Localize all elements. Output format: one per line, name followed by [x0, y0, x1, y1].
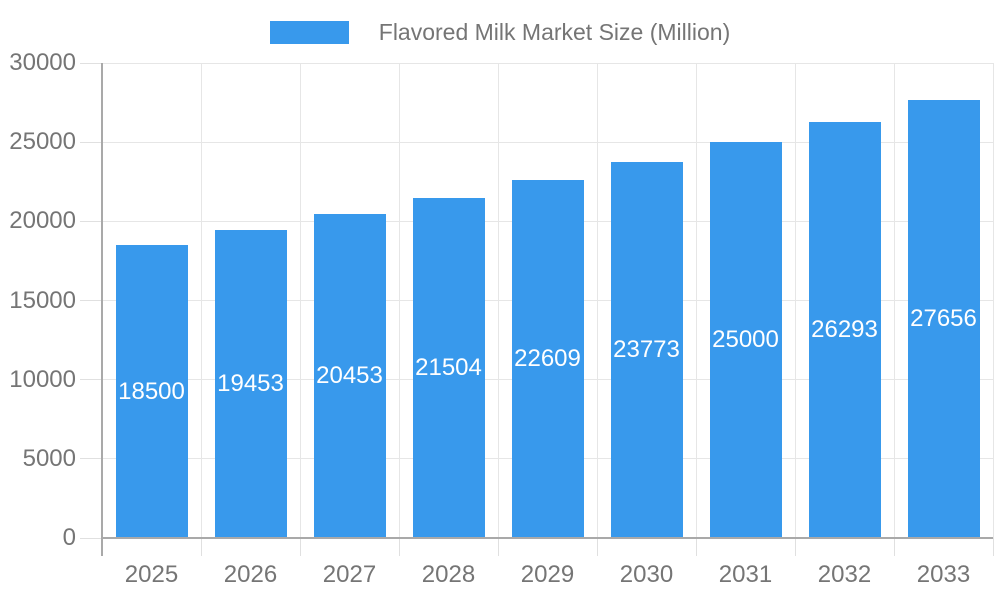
x-axis-tick [695, 538, 697, 556]
y-axis-tick [80, 220, 102, 222]
y-axis-tick [80, 62, 102, 64]
y-axis-tick [80, 537, 102, 539]
bar-value-label: 26293 [811, 315, 878, 343]
y-tick-label: 30000 [9, 49, 76, 76]
bar[interactable] [412, 197, 485, 538]
v-gridline [596, 63, 598, 538]
bar-value-label: 27656 [910, 305, 977, 333]
x-axis-tick [299, 538, 301, 556]
legend-swatch[interactable] [269, 21, 349, 44]
x-tick-label: 2033 [916, 561, 971, 588]
x-tick-label: 2025 [124, 561, 179, 588]
bar-value-label: 22609 [514, 345, 581, 372]
bar[interactable] [115, 245, 188, 538]
x-tick-label: 2030 [619, 561, 674, 588]
legend: Flavored Milk Market Size (Million) [0, 19, 1000, 46]
x-tick-label: 2027 [322, 561, 377, 588]
y-tick-label: 10000 [9, 365, 76, 393]
x-axis-tick [398, 538, 400, 556]
x-tick-label: 2029 [520, 561, 575, 588]
bar[interactable] [907, 100, 980, 538]
y-axis-tick [80, 379, 102, 381]
v-gridline [992, 63, 994, 538]
y-tick-label: 15000 [9, 286, 76, 314]
v-gridline [497, 63, 499, 538]
bar[interactable] [313, 214, 386, 538]
bar-value-label: 23773 [613, 335, 680, 363]
h-gridline [102, 141, 993, 143]
x-axis-tick [794, 538, 796, 556]
x-axis-tick [893, 538, 895, 556]
bar-value-label: 21504 [415, 353, 482, 381]
y-tick-label: 0 [62, 524, 76, 551]
x-tick-label: 2032 [817, 561, 872, 588]
y-axis-line [101, 63, 103, 556]
bar[interactable] [808, 121, 881, 538]
bar[interactable] [709, 142, 782, 538]
y-axis-tick [80, 141, 102, 143]
v-gridline [398, 63, 400, 538]
bar-value-label: 19453 [217, 369, 284, 397]
y-tick-label: 20000 [9, 207, 76, 235]
x-tick-label: 2028 [421, 561, 476, 588]
x-tick-label: 2026 [223, 561, 278, 588]
h-gridline [102, 62, 993, 64]
x-axis-line [102, 537, 993, 539]
v-gridline [794, 63, 796, 538]
x-axis-tick [200, 538, 202, 556]
bar[interactable] [214, 229, 287, 538]
y-tick-label: 25000 [9, 128, 76, 156]
y-tick-label: 5000 [22, 444, 76, 472]
bar[interactable] [610, 161, 683, 538]
y-axis-tick [80, 300, 102, 301]
bar-value-label: 18500 [118, 377, 185, 405]
v-gridline [200, 63, 202, 538]
x-axis-tick [497, 538, 499, 556]
bar-value-label: 20453 [316, 362, 383, 390]
v-gridline [695, 63, 697, 538]
y-axis-tick [80, 458, 102, 460]
v-gridline [299, 63, 301, 538]
x-axis-tick [992, 538, 994, 556]
bar[interactable] [511, 180, 584, 538]
x-axis-tick [596, 538, 598, 556]
v-gridline [893, 63, 895, 538]
bar-value-label: 25000 [712, 326, 779, 354]
x-tick-label: 2031 [718, 561, 773, 588]
legend-label: Flavored Milk Market Size (Million) [378, 19, 731, 45]
